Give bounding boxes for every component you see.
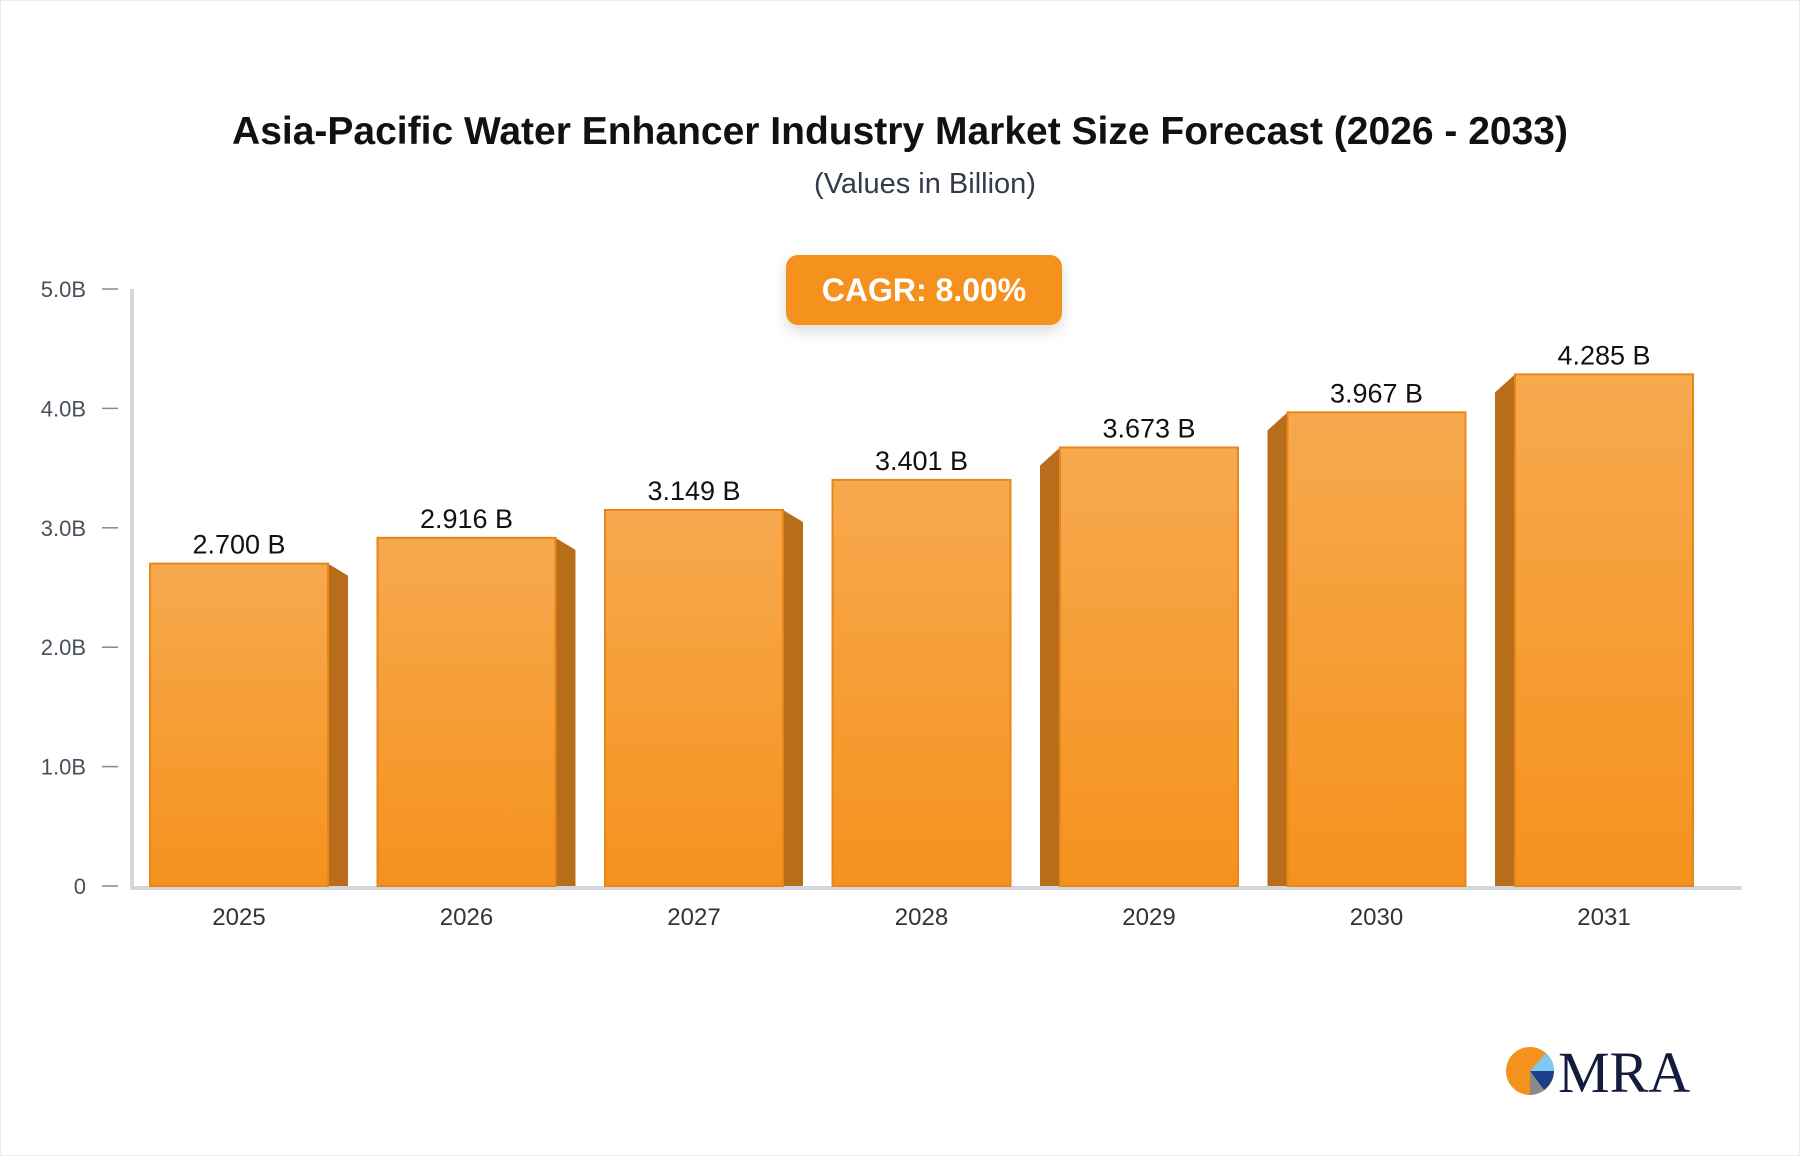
x-tick-label: 2025	[212, 904, 265, 931]
x-tick-label: 2029	[1122, 904, 1175, 931]
data-label: 3.401 B	[875, 446, 968, 476]
data-label: 4.285 B	[1557, 340, 1650, 370]
y-tick-label: 3.0B	[41, 516, 86, 541]
x-tick-label: 2028	[895, 904, 948, 931]
data-label: 3.967 B	[1330, 378, 1423, 408]
chart-title: Asia-Pacific Water Enhancer Industry Mar…	[232, 110, 1568, 153]
bar-2027	[604, 509, 784, 887]
bar-side	[1267, 412, 1288, 886]
bar-side	[783, 510, 803, 886]
y-tick-label: 1.0B	[41, 755, 86, 780]
bar-2026	[376, 536, 557, 887]
y-tick-label: 0	[74, 874, 86, 899]
bar-2028	[831, 478, 1012, 887]
chart-subtitle: (Values in Billion)	[814, 168, 1036, 200]
x-tick-label: 2027	[667, 904, 720, 931]
bar-2030	[1286, 411, 1467, 887]
x-tick-label: 2031	[1577, 904, 1630, 931]
mra-logo: MRA	[1506, 1040, 1690, 1102]
cagr-badge: CAGR: 8.00%	[786, 255, 1062, 325]
y-tick-label: 5.0B	[41, 277, 86, 302]
bar-2029	[1059, 446, 1239, 887]
data-label: 3.673 B	[1102, 413, 1195, 443]
data-label: 2.700 B	[192, 530, 285, 560]
bar-side	[1040, 447, 1060, 886]
bar-side	[1495, 374, 1515, 886]
bar-2025	[149, 562, 329, 887]
bar-side	[328, 563, 348, 886]
bar-side	[555, 537, 576, 886]
bar-2031	[1514, 373, 1694, 887]
y-tick-label: 2.0B	[41, 635, 86, 660]
data-label: 2.916 B	[420, 504, 513, 534]
x-tick-label: 2030	[1350, 904, 1403, 931]
data-label: 3.149 B	[647, 476, 740, 506]
svg-text:MRA: MRA	[1558, 1040, 1690, 1102]
x-tick-label: 2026	[440, 904, 493, 931]
y-tick-label: 4.0B	[41, 396, 86, 421]
